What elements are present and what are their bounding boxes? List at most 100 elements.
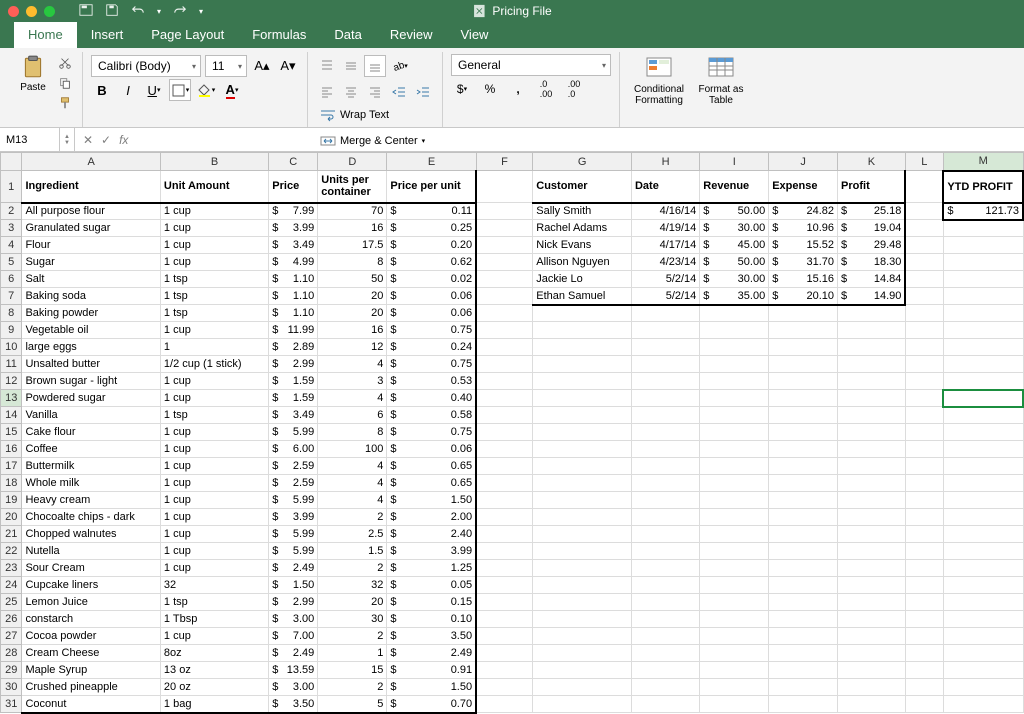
cell-M14[interactable] [943,407,1023,424]
row-header-24[interactable]: 24 [1,577,22,594]
confirm-formula-button[interactable]: ✓ [101,133,111,147]
cell-M30[interactable] [943,679,1023,696]
cell-J31[interactable] [769,696,838,713]
cell-G15[interactable] [533,424,632,441]
cell-M22[interactable] [943,543,1023,560]
cell-K15[interactable] [838,424,906,441]
cell-B27[interactable]: 1 cup [160,628,268,645]
cell-B9[interactable]: 1 cup [160,322,268,339]
cell-F24[interactable] [476,577,533,594]
cell-C2[interactable]: $7.99 [269,203,318,220]
cell-I31[interactable] [700,696,769,713]
cell-H14[interactable] [631,407,699,424]
cell-B18[interactable]: 1 cup [160,475,268,492]
cell-M11[interactable] [943,356,1023,373]
cell-B29[interactable]: 13 oz [160,662,268,679]
cell-L13[interactable] [905,390,943,407]
cell-H1[interactable]: Date [631,171,699,203]
cell-D21[interactable]: 2.5 [318,526,387,543]
cell-E26[interactable]: $0.10 [387,611,476,628]
cell-H18[interactable] [631,475,699,492]
cell-D10[interactable]: 12 [318,339,387,356]
cell-B11[interactable]: 1/2 cup (1 stick) [160,356,268,373]
cell-K24[interactable] [838,577,906,594]
cell-G27[interactable] [533,628,632,645]
tab-review[interactable]: Review [376,22,447,48]
row-header-2[interactable]: 2 [1,203,22,220]
cell-J8[interactable] [769,305,838,322]
cell-M2[interactable]: $121.73 [943,203,1023,220]
cell-G24[interactable] [533,577,632,594]
cell-K13[interactable] [838,390,906,407]
cell-G21[interactable] [533,526,632,543]
cell-F28[interactable] [476,645,533,662]
cell-C9[interactable]: $11.99 [269,322,318,339]
cell-G2[interactable]: Sally Smith [533,203,632,220]
cell-E2[interactable]: $0.11 [387,203,476,220]
cell-I13[interactable] [700,390,769,407]
cell-G10[interactable] [533,339,632,356]
row-header-4[interactable]: 4 [1,237,22,254]
cell-C13[interactable]: $1.59 [269,390,318,407]
cell-E5[interactable]: $0.62 [387,254,476,271]
cell-F29[interactable] [476,662,533,679]
cell-J19[interactable] [769,492,838,509]
cell-D11[interactable]: 4 [318,356,387,373]
cell-B15[interactable]: 1 cup [160,424,268,441]
col-header-B[interactable]: B [160,153,268,171]
cell-E15[interactable]: $0.75 [387,424,476,441]
cell-F22[interactable] [476,543,533,560]
cell-J15[interactable] [769,424,838,441]
cell-F23[interactable] [476,560,533,577]
cut-button[interactable] [56,54,74,72]
cell-D24[interactable]: 32 [318,577,387,594]
cell-C27[interactable]: $7.00 [269,628,318,645]
cell-A22[interactable]: Nutella [22,543,160,560]
cell-B6[interactable]: 1 tsp [160,271,268,288]
cell-C7[interactable]: $1.10 [269,288,318,305]
col-header-M[interactable]: M [943,153,1023,171]
cell-F11[interactable] [476,356,533,373]
cell-E19[interactable]: $1.50 [387,492,476,509]
cell-A23[interactable]: Sour Cream [22,560,160,577]
cell-F16[interactable] [476,441,533,458]
cell-D19[interactable]: 4 [318,492,387,509]
cell-K29[interactable] [838,662,906,679]
cell-G31[interactable] [533,696,632,713]
cell-M8[interactable] [943,305,1023,322]
cell-G16[interactable] [533,441,632,458]
row-header-3[interactable]: 3 [1,220,22,237]
cell-A11[interactable]: Unsalted butter [22,356,160,373]
tab-home[interactable]: Home [14,22,77,48]
cell-B1[interactable]: Unit Amount [160,171,268,203]
redo-dropdown[interactable]: ▾ [199,7,203,16]
cell-C8[interactable]: $1.10 [269,305,318,322]
cell-C18[interactable]: $2.59 [269,475,318,492]
cell-J22[interactable] [769,543,838,560]
cell-K19[interactable] [838,492,906,509]
cell-L27[interactable] [905,628,943,645]
cell-C14[interactable]: $3.49 [269,407,318,424]
cell-A12[interactable]: Brown sugar - light [22,373,160,390]
cell-D4[interactable]: 17.5 [318,237,387,254]
col-header-H[interactable]: H [631,153,699,171]
row-header-26[interactable]: 26 [1,611,22,628]
cell-A28[interactable]: Cream Cheese [22,645,160,662]
cell-H7[interactable]: 5/2/14 [631,288,699,305]
col-header-I[interactable]: I [700,153,769,171]
cell-L17[interactable] [905,458,943,475]
comma-button[interactable]: , [507,78,529,100]
cell-D27[interactable]: 2 [318,628,387,645]
cell-F2[interactable] [476,203,533,220]
cell-C29[interactable]: $13.59 [269,662,318,679]
cell-F30[interactable] [476,679,533,696]
row-header-17[interactable]: 17 [1,458,22,475]
cell-L29[interactable] [905,662,943,679]
cell-B25[interactable]: 1 tsp [160,594,268,611]
row-header-7[interactable]: 7 [1,288,22,305]
cell-J6[interactable]: $15.16 [769,271,838,288]
currency-button[interactable]: $ ▾ [451,78,473,100]
cell-D8[interactable]: 20 [318,305,387,322]
cell-L6[interactable] [905,271,943,288]
cell-K31[interactable] [838,696,906,713]
